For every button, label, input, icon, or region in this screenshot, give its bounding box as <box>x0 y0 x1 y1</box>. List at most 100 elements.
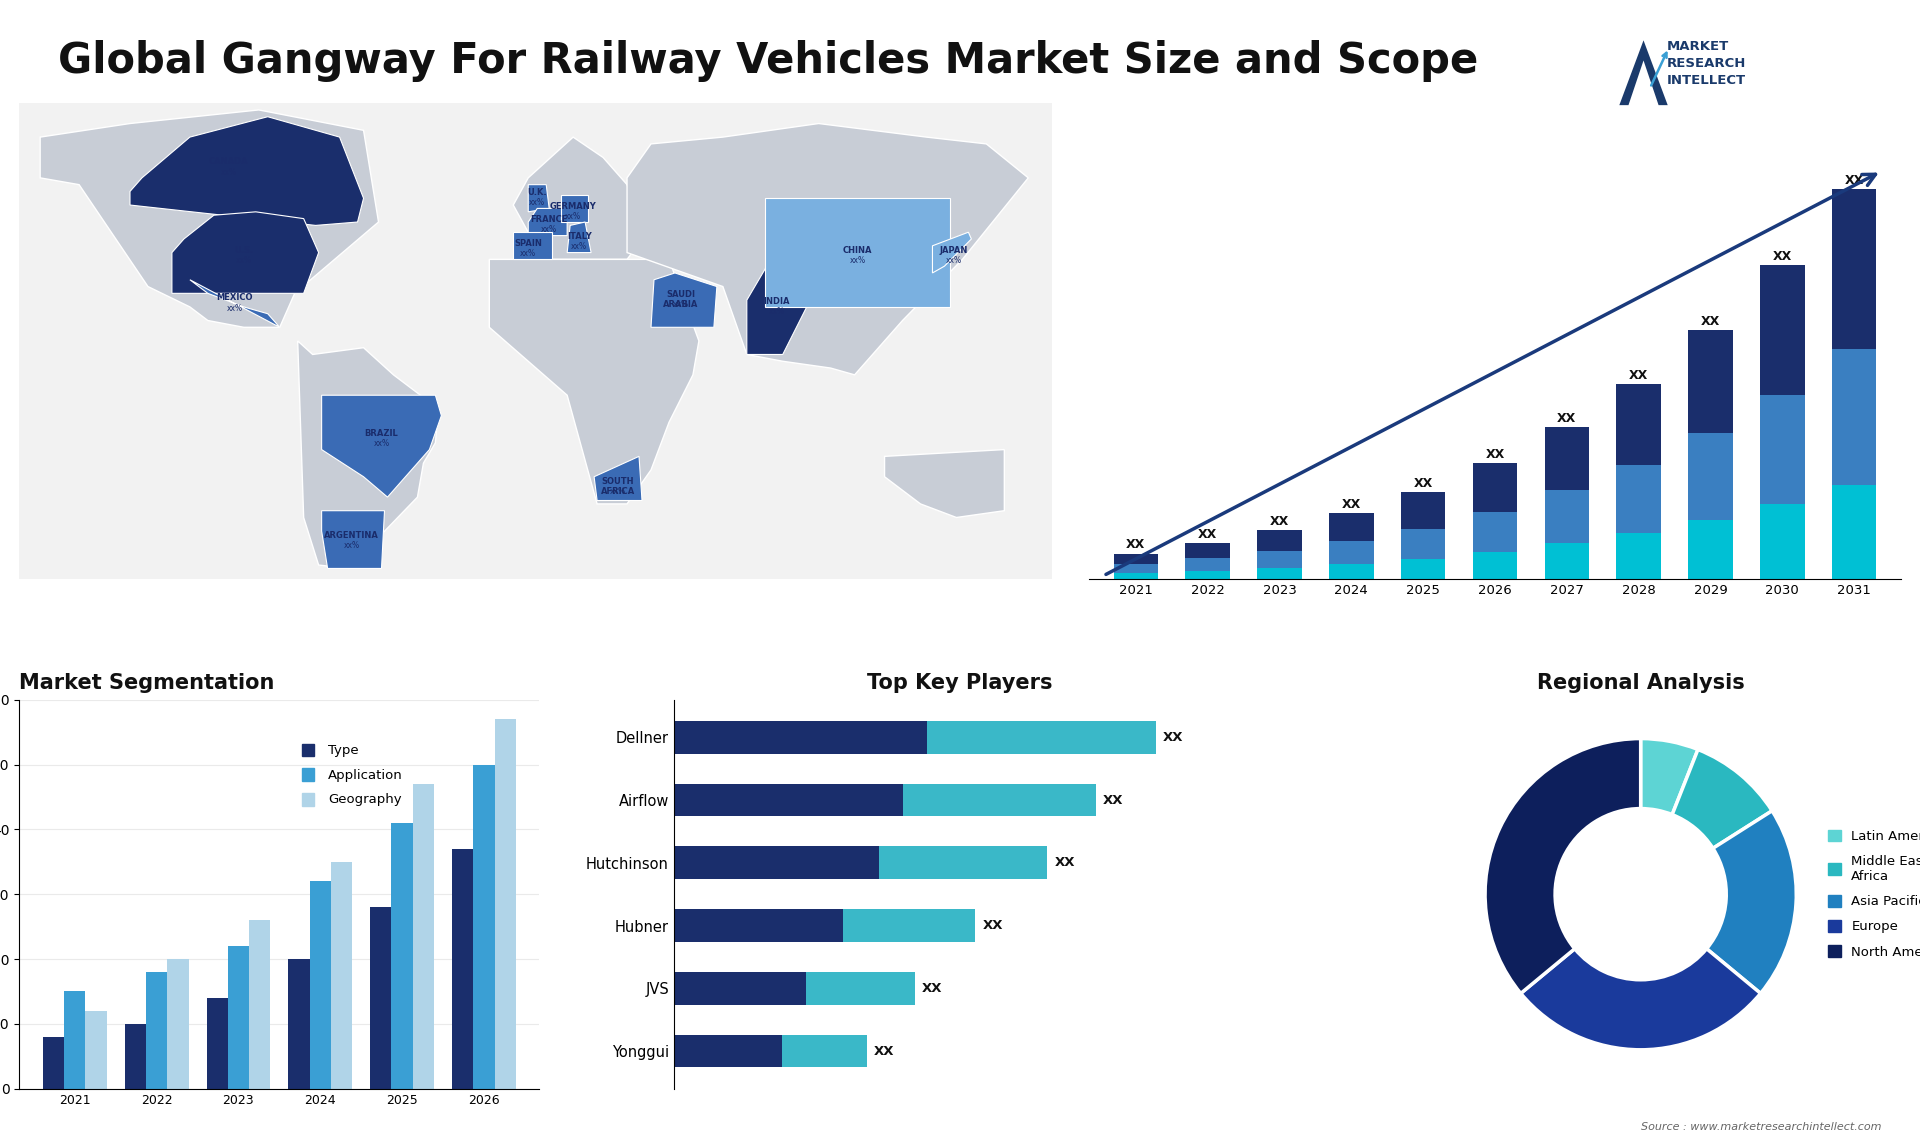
Bar <box>1185 543 1231 558</box>
Text: SPAIN: SPAIN <box>515 240 541 248</box>
Polygon shape <box>173 212 319 293</box>
Text: Global Gangway For Railway Vehicles Market Size and Scope: Global Gangway For Railway Vehicles Mark… <box>58 40 1478 83</box>
Polygon shape <box>561 195 588 222</box>
Bar <box>1832 485 1876 579</box>
Text: XX: XX <box>1127 539 1146 551</box>
Bar <box>472 764 495 1089</box>
Bar <box>879 847 1046 879</box>
Text: XX: XX <box>1269 515 1288 528</box>
Polygon shape <box>528 209 566 236</box>
Bar <box>1473 552 1517 579</box>
Text: Source : www.marketresearchintellect.com: Source : www.marketresearchintellect.com <box>1642 1122 1882 1132</box>
Bar <box>63 991 84 1089</box>
Bar <box>288 959 309 1089</box>
Bar <box>1688 433 1732 520</box>
Bar <box>1329 541 1373 564</box>
Text: xx%: xx% <box>945 256 962 265</box>
Bar <box>1761 266 1805 394</box>
Bar <box>1473 463 1517 512</box>
Text: JAPAN: JAPAN <box>939 245 968 254</box>
Bar <box>1688 330 1732 433</box>
Bar <box>674 721 927 754</box>
Wedge shape <box>1521 949 1761 1050</box>
Bar <box>250 920 271 1089</box>
Bar <box>413 784 434 1089</box>
Text: GERMANY: GERMANY <box>549 202 597 211</box>
Polygon shape <box>628 124 1029 375</box>
Bar <box>1544 427 1590 490</box>
Bar <box>1544 490 1590 543</box>
Bar <box>330 862 351 1089</box>
Bar <box>1329 564 1373 579</box>
Polygon shape <box>131 117 363 226</box>
Bar <box>42 1037 63 1089</box>
Bar <box>1114 573 1158 579</box>
Text: XX: XX <box>1557 411 1576 425</box>
Bar <box>1114 554 1158 564</box>
Text: CANADA: CANADA <box>209 157 248 166</box>
Text: XX: XX <box>1701 315 1720 328</box>
Wedge shape <box>1484 738 1642 994</box>
Wedge shape <box>1642 738 1697 815</box>
Text: XX: XX <box>1628 369 1647 383</box>
Text: U.S.: U.S. <box>234 245 253 254</box>
Legend: Type, Application, Geography: Type, Application, Geography <box>296 737 409 811</box>
Text: SOUTH
AFRICA: SOUTH AFRICA <box>601 477 636 496</box>
Bar <box>309 881 330 1089</box>
Polygon shape <box>528 185 549 212</box>
Text: XX: XX <box>922 982 943 995</box>
Bar <box>1761 394 1805 503</box>
Text: FRANCE: FRANCE <box>530 215 568 225</box>
Text: XX: XX <box>1413 477 1432 489</box>
Text: xx%: xx% <box>564 212 582 221</box>
Bar <box>1473 512 1517 552</box>
Text: xx%: xx% <box>344 541 359 550</box>
Text: INDIA: INDIA <box>764 297 789 306</box>
Bar <box>674 1035 781 1067</box>
Bar <box>371 908 392 1089</box>
Text: MEXICO: MEXICO <box>217 293 253 303</box>
Bar <box>1688 520 1732 579</box>
Bar <box>843 909 975 942</box>
Bar <box>207 998 228 1089</box>
Polygon shape <box>513 233 553 259</box>
Bar <box>674 847 879 879</box>
Bar <box>84 1011 108 1089</box>
Title: Top Key Players: Top Key Players <box>868 673 1052 692</box>
Polygon shape <box>513 138 649 259</box>
Text: MARKET
RESEARCH
INTELLECT: MARKET RESEARCH INTELLECT <box>1667 40 1745 87</box>
Bar <box>1402 559 1446 579</box>
Text: xx%: xx% <box>221 167 236 176</box>
Legend: Latin America, Middle East &
Africa, Asia Pacific, Europe, North America: Latin America, Middle East & Africa, Asi… <box>1822 824 1920 964</box>
Text: XX: XX <box>1486 448 1505 461</box>
Bar <box>674 784 902 816</box>
Polygon shape <box>651 273 716 328</box>
Bar <box>1329 513 1373 541</box>
Text: xx%: xx% <box>541 226 557 235</box>
Text: xx%: xx% <box>227 304 242 313</box>
Bar <box>806 972 914 1005</box>
Polygon shape <box>747 259 806 354</box>
Bar <box>781 1035 866 1067</box>
Text: XX: XX <box>1198 528 1217 541</box>
Polygon shape <box>490 259 699 504</box>
Text: ARGENTINA: ARGENTINA <box>324 531 378 540</box>
Wedge shape <box>1672 749 1772 848</box>
Bar <box>1258 551 1302 567</box>
Polygon shape <box>40 110 378 328</box>
Text: xx%: xx% <box>530 198 545 207</box>
Text: xx%: xx% <box>849 256 866 265</box>
Text: xx%: xx% <box>374 439 390 448</box>
Text: XX: XX <box>874 1044 895 1058</box>
Bar <box>1761 503 1805 579</box>
Bar <box>167 959 188 1089</box>
Bar <box>1402 528 1446 559</box>
Text: SAUDI
ARABIA: SAUDI ARABIA <box>662 290 699 309</box>
Bar <box>1832 189 1876 350</box>
Text: XX: XX <box>1102 793 1123 807</box>
Bar <box>1544 543 1590 579</box>
Bar <box>1832 350 1876 485</box>
Bar <box>451 849 472 1089</box>
Bar <box>495 720 516 1089</box>
Text: xx%: xx% <box>570 243 588 251</box>
